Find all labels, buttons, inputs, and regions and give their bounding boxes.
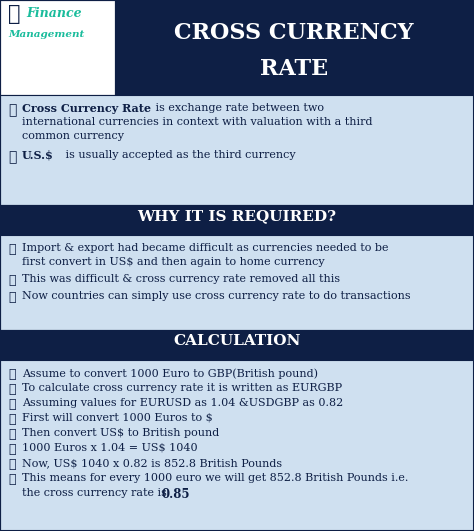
FancyBboxPatch shape <box>0 235 474 330</box>
Text: ☐: ☐ <box>8 398 16 411</box>
Text: ☐: ☐ <box>8 473 16 486</box>
Text: This means for every 1000 euro we will get 852.8 British Pounds i.e.: This means for every 1000 euro we will g… <box>22 473 409 483</box>
Text: common currency: common currency <box>22 131 124 141</box>
Text: CALCULATION: CALCULATION <box>173 334 301 348</box>
FancyBboxPatch shape <box>0 205 474 235</box>
Text: the cross currency rate is: the cross currency rate is <box>22 488 170 498</box>
Text: RATE: RATE <box>260 58 328 80</box>
Text: Now countries can simply use cross currency rate to do transactions: Now countries can simply use cross curre… <box>22 291 410 301</box>
Text: CROSS CURRENCY: CROSS CURRENCY <box>174 22 414 44</box>
Text: To calculate cross currency rate it is written as EURGBP: To calculate cross currency rate it is w… <box>22 383 342 393</box>
Text: ➤: ➤ <box>8 274 16 287</box>
Text: ➤: ➤ <box>8 291 16 304</box>
Text: first convert in US$ and then again to home currency: first convert in US$ and then again to h… <box>22 257 325 267</box>
Text: Cross Currency Rate: Cross Currency Rate <box>22 103 151 114</box>
Text: U.S.$: U.S.$ <box>22 150 54 161</box>
Text: ☐: ☐ <box>8 383 16 396</box>
Text: WHY IT IS REQUIRED?: WHY IT IS REQUIRED? <box>137 209 337 223</box>
Text: 0.85: 0.85 <box>162 488 191 501</box>
FancyBboxPatch shape <box>115 0 474 95</box>
FancyBboxPatch shape <box>0 95 474 205</box>
FancyBboxPatch shape <box>0 0 115 95</box>
Text: 1000 Euros x 1.04 = US$ 1040: 1000 Euros x 1.04 = US$ 1040 <box>22 443 198 453</box>
Text: ☐: ☐ <box>8 428 16 441</box>
Text: ☐: ☐ <box>8 413 16 426</box>
FancyBboxPatch shape <box>0 360 474 531</box>
Text: is exchange rate between two: is exchange rate between two <box>152 103 324 113</box>
Text: ☐: ☐ <box>8 368 16 381</box>
Text: Import & export had became difficult as currencies needed to be: Import & export had became difficult as … <box>22 243 389 253</box>
Text: This was difficult & cross currency rate removed all this: This was difficult & cross currency rate… <box>22 274 340 284</box>
Text: Assume to convert 1000 Euro to GBP(British pound): Assume to convert 1000 Euro to GBP(Briti… <box>22 368 318 379</box>
Text: Finance: Finance <box>26 7 82 20</box>
Text: ❖: ❖ <box>8 150 17 164</box>
Text: ➤: ➤ <box>8 243 16 256</box>
Text: ✈: ✈ <box>8 5 20 24</box>
Text: Management: Management <box>8 30 84 39</box>
Text: First will convert 1000 Euros to $: First will convert 1000 Euros to $ <box>22 413 213 423</box>
FancyBboxPatch shape <box>0 330 474 360</box>
Text: ☐: ☐ <box>8 443 16 456</box>
Text: is usually accepted as the third currency: is usually accepted as the third currenc… <box>62 150 296 160</box>
Text: Now, US$ 1040 x 0.82 is 852.8 British Pounds: Now, US$ 1040 x 0.82 is 852.8 British Po… <box>22 458 282 468</box>
Text: Then convert US$ to British pound: Then convert US$ to British pound <box>22 428 219 438</box>
Text: international currencies in context with valuation with a third: international currencies in context with… <box>22 117 373 127</box>
Text: Assuming values for EURUSD as 1.04 &USDGBP as 0.82: Assuming values for EURUSD as 1.04 &USDG… <box>22 398 343 408</box>
Text: ❖: ❖ <box>8 103 17 117</box>
Text: ☐: ☐ <box>8 458 16 471</box>
